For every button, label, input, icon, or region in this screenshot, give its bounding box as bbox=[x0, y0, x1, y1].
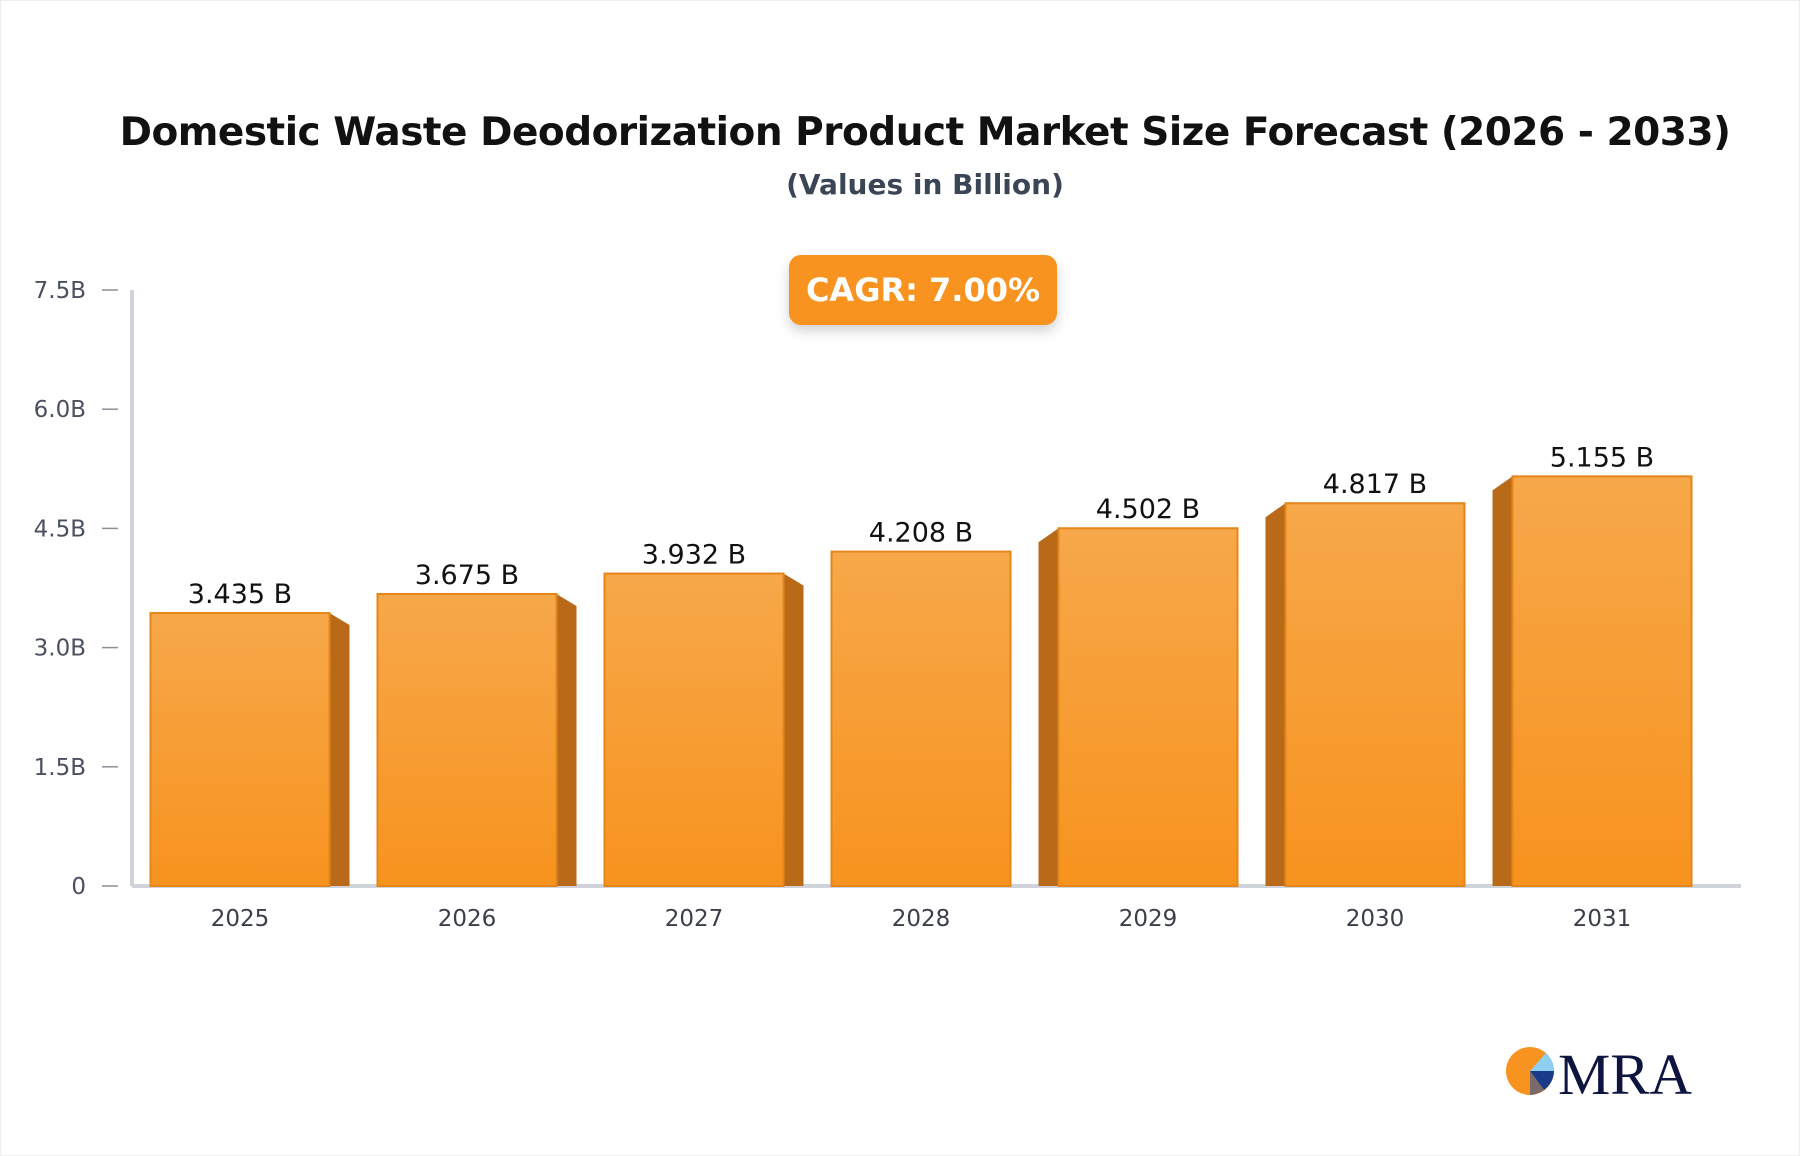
bar-side bbox=[329, 613, 350, 886]
bar-group: 5.155 B 2031 bbox=[1492, 442, 1693, 932]
bar-side bbox=[1492, 476, 1513, 886]
bar bbox=[1511, 475, 1693, 887]
bar-group: 3.932 B 2027 bbox=[603, 540, 804, 932]
bar-side bbox=[1265, 503, 1286, 886]
bar-side bbox=[1038, 528, 1059, 886]
bar-side bbox=[556, 593, 577, 886]
bar-side bbox=[783, 573, 804, 886]
bar bbox=[1057, 527, 1239, 888]
data-label: 3.435 B bbox=[188, 579, 292, 610]
data-label: 4.208 B bbox=[869, 518, 973, 549]
y-tick-label: 3.0B bbox=[34, 636, 86, 662]
x-tick-label: 2028 bbox=[892, 906, 951, 932]
x-tick-label: 2027 bbox=[665, 906, 724, 932]
y-tick-label: 4.5B bbox=[34, 516, 86, 542]
x-tick-label: 2031 bbox=[1573, 906, 1632, 932]
chart-subtitle: (Values in Billion) bbox=[786, 168, 1064, 201]
bar-group: 4.208 B 2028 bbox=[830, 518, 1012, 932]
x-tick-label: 2029 bbox=[1119, 906, 1178, 932]
data-label: 4.817 B bbox=[1323, 469, 1427, 500]
mra-logo: MRA bbox=[1506, 1042, 1692, 1100]
bar bbox=[830, 550, 1012, 887]
y-tick-label: 7.5B bbox=[34, 278, 86, 304]
y-tick-label: 6.0B bbox=[34, 397, 86, 423]
bar-group: 3.435 B 2025 bbox=[149, 579, 350, 932]
data-label: 3.675 B bbox=[415, 560, 519, 591]
x-tick-label: 2030 bbox=[1346, 906, 1405, 932]
bar bbox=[149, 612, 331, 887]
cagr-badge: CAGR: 7.00% bbox=[789, 255, 1057, 325]
data-label: 3.932 B bbox=[642, 540, 746, 571]
bar bbox=[1284, 502, 1466, 887]
svg-text:MRA: MRA bbox=[1558, 1042, 1692, 1100]
data-label: 5.155 B bbox=[1550, 442, 1654, 473]
data-label: 4.502 B bbox=[1096, 494, 1200, 525]
bar-group: 4.817 B 2030 bbox=[1265, 469, 1466, 932]
bar bbox=[376, 592, 558, 888]
bar bbox=[603, 572, 785, 887]
x-tick-label: 2026 bbox=[438, 906, 497, 932]
y-tick-label: 1.5B bbox=[34, 755, 86, 781]
bar-group: 3.675 B 2026 bbox=[376, 560, 577, 932]
x-tick-label: 2025 bbox=[211, 906, 270, 932]
chart-title: Domestic Waste Deodorization Product Mar… bbox=[119, 110, 1731, 155]
y-tick-label: 0 bbox=[71, 874, 86, 900]
bar-group: 4.502 B 2029 bbox=[1038, 494, 1239, 932]
